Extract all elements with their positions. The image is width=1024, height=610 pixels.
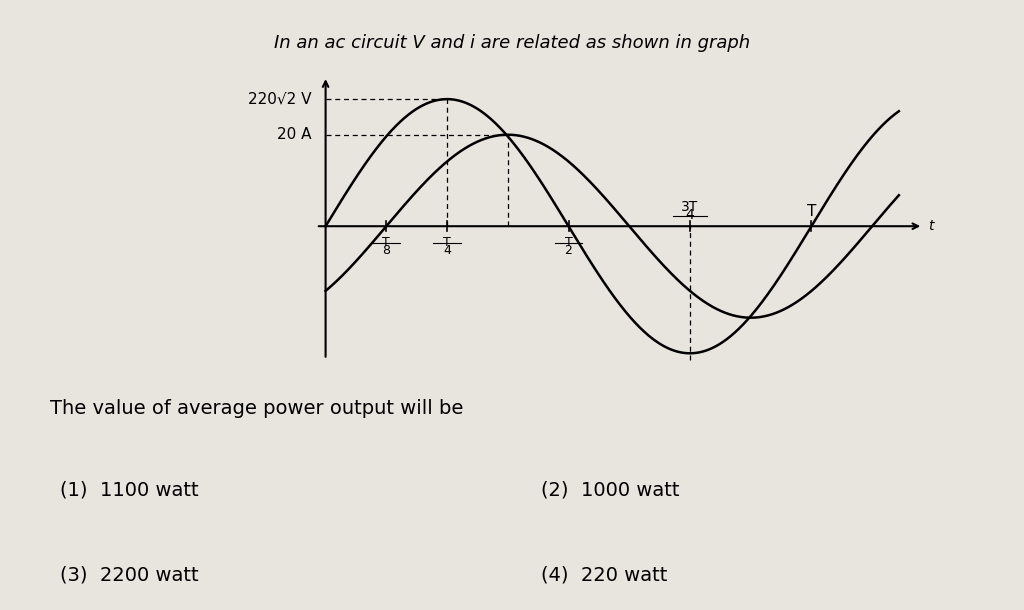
Text: 220√2 V: 220√2 V xyxy=(248,92,311,107)
Text: T: T xyxy=(382,237,390,249)
Text: 20 A: 20 A xyxy=(276,127,311,142)
Text: (2)  1000 watt: (2) 1000 watt xyxy=(541,480,679,499)
Text: T: T xyxy=(443,237,451,249)
Text: (4)  220 watt: (4) 220 watt xyxy=(541,566,668,585)
Text: 2: 2 xyxy=(564,244,572,257)
Text: 4: 4 xyxy=(686,209,694,223)
Text: 8: 8 xyxy=(382,244,390,257)
Text: In an ac circuit V and i are related as shown in graph: In an ac circuit V and i are related as … xyxy=(274,34,750,52)
Text: The value of average power output will be: The value of average power output will b… xyxy=(50,399,463,418)
Text: T: T xyxy=(564,237,572,249)
Text: (1)  1100 watt: (1) 1100 watt xyxy=(59,480,199,499)
Text: 3T: 3T xyxy=(681,199,698,213)
Text: (3)  2200 watt: (3) 2200 watt xyxy=(59,566,199,585)
Text: 4: 4 xyxy=(443,244,451,257)
Text: T: T xyxy=(807,204,816,218)
Text: t: t xyxy=(928,219,934,233)
